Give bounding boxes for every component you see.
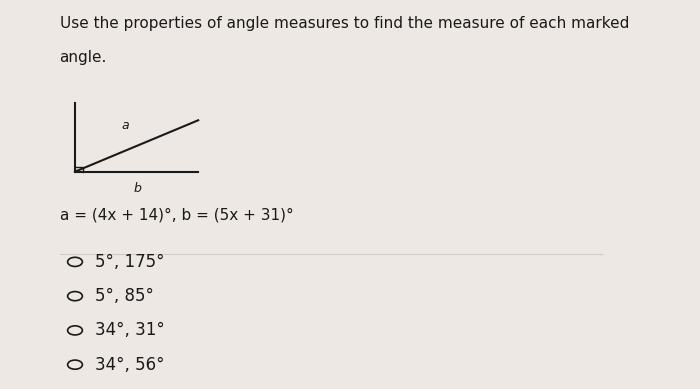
Text: angle.: angle. <box>60 50 107 65</box>
Text: Use the properties of angle measures to find the measure of each marked: Use the properties of angle measures to … <box>60 16 629 31</box>
Text: a: a <box>121 119 129 132</box>
Text: 5°, 175°: 5°, 175° <box>95 253 164 271</box>
Text: 34°, 31°: 34°, 31° <box>95 321 165 339</box>
Text: a = (4x + 14)°, b = (5x + 31)°: a = (4x + 14)°, b = (5x + 31)° <box>60 208 293 223</box>
Text: 34°, 56°: 34°, 56° <box>95 356 164 374</box>
Text: 5°, 85°: 5°, 85° <box>95 287 154 305</box>
Text: b: b <box>134 182 141 195</box>
